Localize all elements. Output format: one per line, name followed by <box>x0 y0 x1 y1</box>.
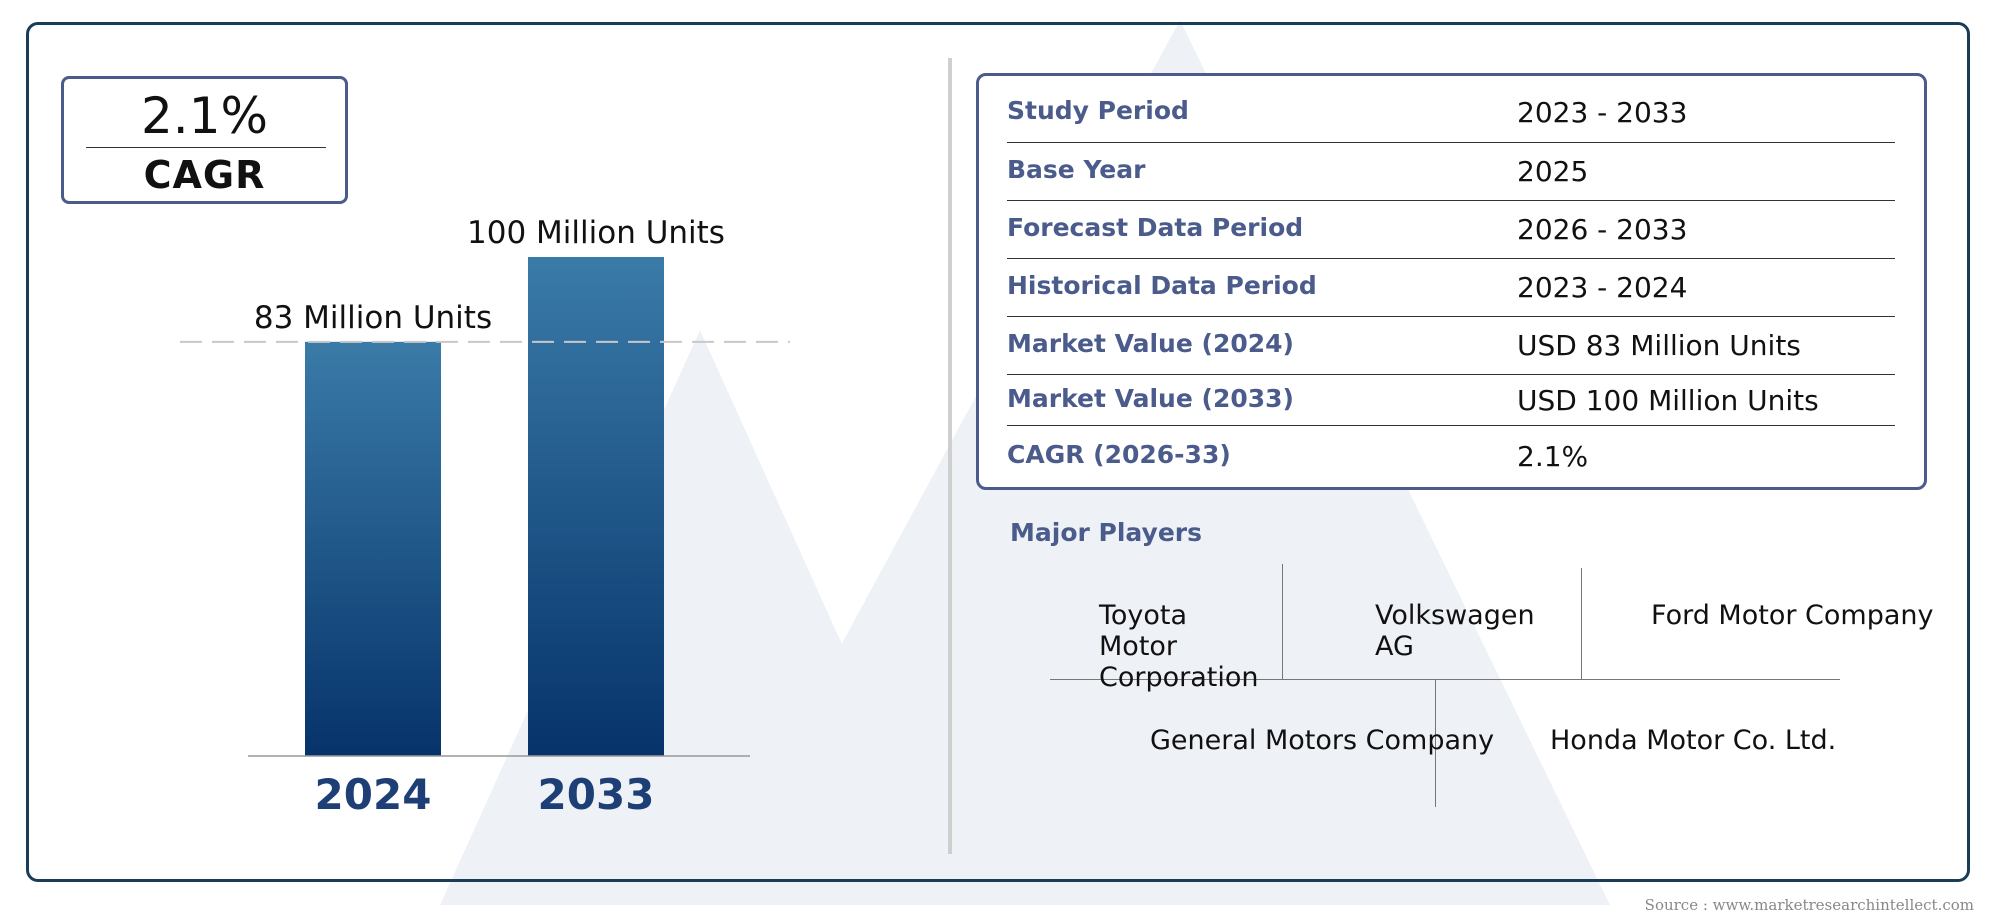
market-info-table: Study Period 2023 - 2033 Base Year 2025 … <box>976 73 1927 490</box>
player-divider <box>1282 564 1283 680</box>
data-label-2024: 83 Million Units <box>254 300 492 336</box>
player-divider <box>1435 679 1436 807</box>
info-key: Historical Data Period <box>1007 271 1317 300</box>
player-honda: Honda Motor Co. Ltd. <box>1550 725 1837 756</box>
section-divider <box>948 58 952 854</box>
player-toyota: Toyota Motor Corporation <box>1099 600 1259 693</box>
player-volkswagen: Volkswagen AG <box>1375 600 1535 662</box>
bar-2024 <box>305 341 441 756</box>
info-value: 2023 - 2024 <box>1517 271 1688 304</box>
player-ford: Ford Motor Company <box>1651 600 1934 631</box>
player-baseline <box>1050 679 1840 680</box>
info-value: 2.1% <box>1517 440 1589 473</box>
info-value: 2026 - 2033 <box>1517 213 1688 246</box>
info-key: Study Period <box>1007 96 1189 125</box>
info-value: USD 100 Million Units <box>1517 384 1819 417</box>
bar-2033 <box>528 257 664 756</box>
info-value: 2023 - 2033 <box>1517 96 1688 129</box>
row-divider <box>1007 142 1895 143</box>
info-key: Forecast Data Period <box>1007 213 1304 242</box>
year-label-2024: 2024 <box>315 770 432 819</box>
row-divider <box>1007 316 1895 317</box>
cagr-divider <box>86 147 326 148</box>
row-divider <box>1007 258 1895 259</box>
info-key: Base Year <box>1007 155 1146 184</box>
bar-chart: 83 Million Units 2024 100 Million Units 203… <box>180 215 790 819</box>
info-key: Market Value (2024) <box>1007 329 1294 358</box>
source-note: Source : www.marketresearchintellect.com <box>1644 896 1974 914</box>
row-divider <box>1007 374 1895 375</box>
info-value: 2025 <box>1517 155 1589 188</box>
row-divider <box>1007 200 1895 201</box>
player-general-motors: General Motors Company <box>1150 725 1495 756</box>
cagr-badge: 2.1% CAGR <box>61 76 348 204</box>
info-key: CAGR (2026-33) <box>1007 440 1231 469</box>
card-frame <box>26 22 1970 882</box>
info-key: Market Value (2033) <box>1007 384 1294 413</box>
cagr-label: CAGR <box>143 153 266 197</box>
cagr-value: 2.1% <box>140 87 269 145</box>
row-divider <box>1007 425 1895 426</box>
major-players-title: Major Players <box>1010 518 1202 547</box>
year-label-2033: 2033 <box>538 770 655 819</box>
player-divider <box>1581 568 1582 680</box>
info-value: USD 83 Million Units <box>1517 329 1801 362</box>
data-label-2033: 100 Million Units <box>467 215 725 251</box>
